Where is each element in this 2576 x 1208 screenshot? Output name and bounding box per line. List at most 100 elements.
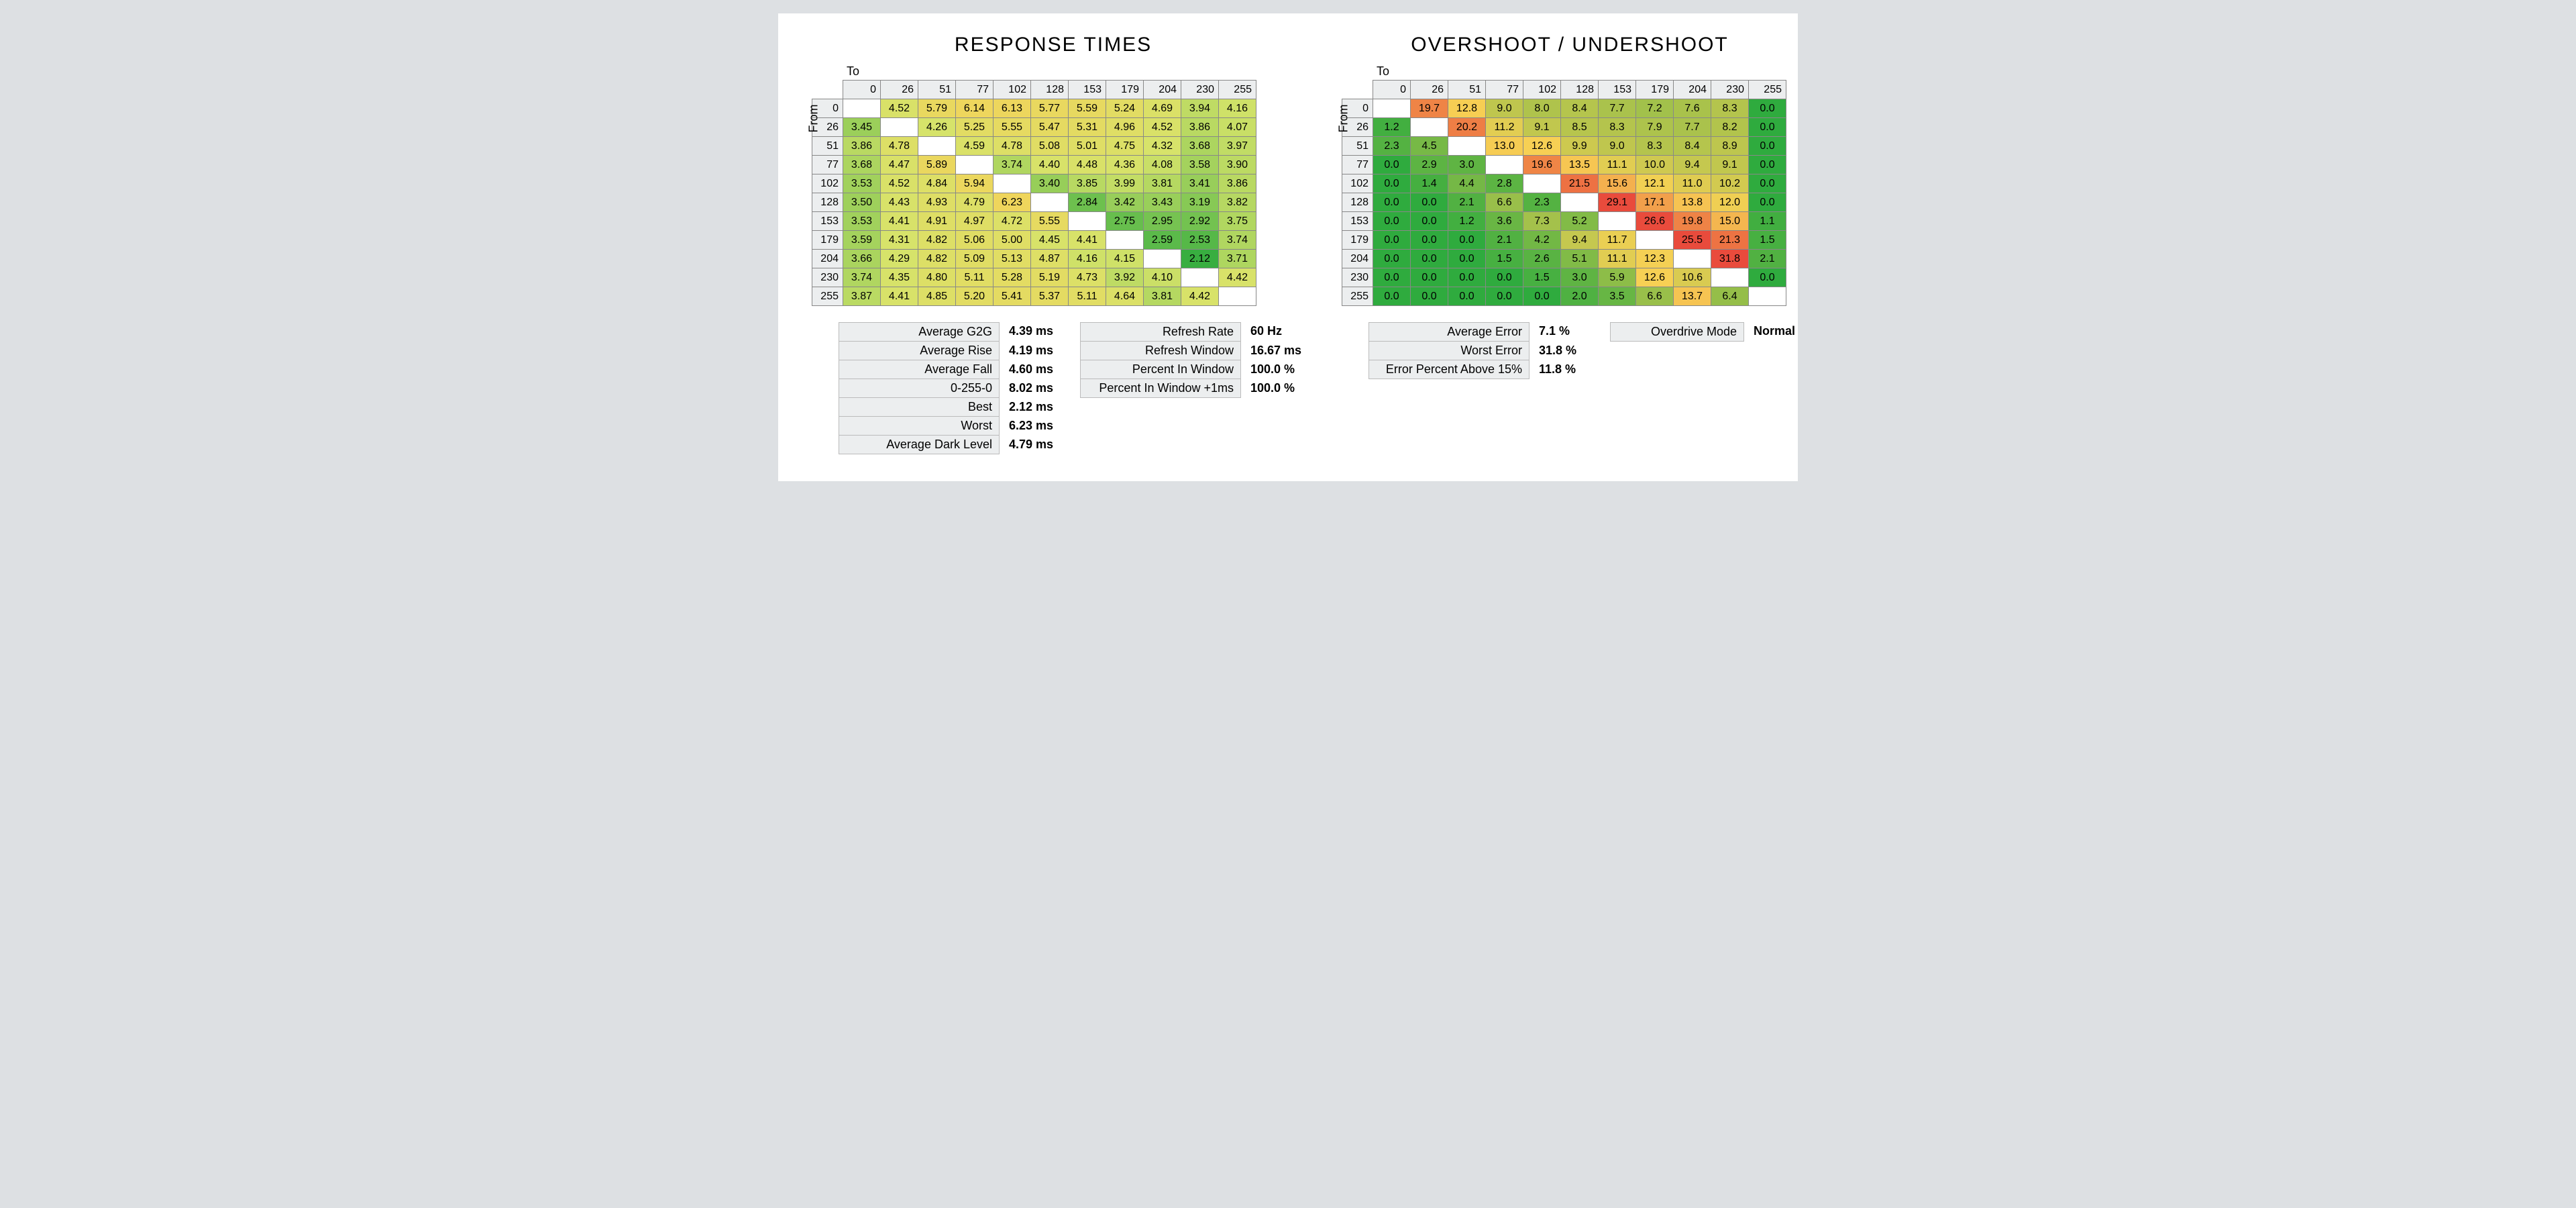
heatmap-cell: 5.89	[918, 156, 956, 174]
heatmap-cell	[1561, 193, 1599, 212]
row-header: 77	[812, 156, 843, 174]
row-header: 153	[812, 212, 843, 231]
heatmap-cell: 8.5	[1561, 118, 1599, 137]
heatmap-cell: 12.8	[1448, 99, 1486, 118]
heatmap-cell: 3.42	[1106, 193, 1144, 212]
heatmap-cell: 0.0	[1523, 287, 1561, 306]
heatmap-cell: 5.59	[1069, 99, 1106, 118]
heatmap-cell: 0.0	[1448, 268, 1486, 287]
response-times-section: RESPONSE TIMES To From 02651771021281531…	[798, 34, 1308, 454]
column-header: 77	[956, 81, 994, 99]
heatmap-cell: 4.52	[881, 99, 918, 118]
heatmap-cell: 3.41	[1181, 174, 1219, 193]
heatmap-cell: 4.4	[1448, 174, 1486, 193]
row-header: 230	[812, 268, 843, 287]
response-stats-block-b: Refresh Rate60 HzRefresh Window16.67 msP…	[1080, 322, 1308, 398]
heatmap-cell: 4.84	[918, 174, 956, 193]
heatmap-cell: 3.50	[843, 193, 881, 212]
heatmap-cell: 0.0	[1411, 231, 1448, 250]
column-header: 204	[1144, 81, 1181, 99]
heatmap-cell: 6.13	[994, 99, 1031, 118]
heatmap-cell: 4.42	[1181, 287, 1219, 306]
heatmap-cell	[1749, 287, 1786, 306]
column-header: 255	[1219, 81, 1256, 99]
heatmap-cell: 8.4	[1561, 99, 1599, 118]
heatmap-cell: 9.1	[1711, 156, 1749, 174]
heatmap-cell: 0.0	[1448, 250, 1486, 268]
heatmap-cell: 5.11	[1069, 287, 1106, 306]
heatmap-cell: 2.95	[1144, 212, 1181, 231]
overshoot-stats-row: Average Error7.1 %Worst Error31.8 %Error…	[1368, 322, 1811, 379]
heatmap-cell: 9.1	[1523, 118, 1561, 137]
heatmap-cell: 0.0	[1749, 193, 1786, 212]
heatmap-cell: 9.4	[1561, 231, 1599, 250]
heatmap-cell: 0.0	[1749, 99, 1786, 118]
heatmap-cell: 3.75	[1219, 212, 1256, 231]
heatmap-cell: 3.74	[843, 268, 881, 287]
heatmap-cell: 5.37	[1031, 287, 1069, 306]
heatmap-cell: 19.6	[1523, 156, 1561, 174]
overshoot-section: OVERSHOOT / UNDERSHOOT To From 026517710…	[1328, 34, 1811, 454]
stat-value: 2.12 ms	[1006, 398, 1067, 417]
heatmap-cell: 5.9	[1599, 268, 1636, 287]
heatmap-cell: 5.24	[1106, 99, 1144, 118]
heatmap-cell: 12.6	[1523, 137, 1561, 156]
heatmap-cell: 3.99	[1106, 174, 1144, 193]
heatmap-cell: 13.8	[1674, 193, 1711, 212]
heatmap-cell: 4.64	[1106, 287, 1144, 306]
response-stats-block-a: Average G2G4.39 msAverage Rise4.19 msAve…	[839, 322, 1067, 454]
row-header: 179	[1342, 231, 1373, 250]
heatmap-cell: 4.85	[918, 287, 956, 306]
row-header: 102	[1342, 174, 1373, 193]
heatmap-cell: 6.6	[1486, 193, 1523, 212]
heatmap-cell: 5.09	[956, 250, 994, 268]
heatmap-cell: 4.5	[1411, 137, 1448, 156]
heatmap-cell: 3.71	[1219, 250, 1256, 268]
row-header: 230	[1342, 268, 1373, 287]
heatmap-cell: 10.6	[1674, 268, 1711, 287]
heatmap-cell	[956, 156, 994, 174]
column-header: 230	[1711, 81, 1749, 99]
stat-value: 4.79 ms	[1006, 436, 1067, 454]
heatmap-cell: 4.16	[1219, 99, 1256, 118]
column-header: 230	[1181, 81, 1219, 99]
heatmap-cell: 0.0	[1373, 231, 1411, 250]
heatmap-cell: 4.41	[881, 287, 918, 306]
heatmap-cell: 25.5	[1674, 231, 1711, 250]
heatmap-cell: 11.1	[1599, 250, 1636, 268]
heatmap-cell: 7.7	[1674, 118, 1711, 137]
heatmap-cell: 8.3	[1599, 118, 1636, 137]
heatmap-cell: 4.45	[1031, 231, 1069, 250]
heatmap-cell: 2.92	[1181, 212, 1219, 231]
heatmap-cell: 4.42	[1219, 268, 1256, 287]
row-header: 255	[812, 287, 843, 306]
heatmap-cell: 2.6	[1523, 250, 1561, 268]
heatmap-cell: 9.4	[1674, 156, 1711, 174]
heatmap-cell: 4.72	[994, 212, 1031, 231]
stat-label: Average G2G	[839, 322, 1000, 342]
heatmap-cell: 7.7	[1599, 99, 1636, 118]
overshoot-heatmap-wrap: To From 0265177102128153179204230255019.…	[1342, 64, 1811, 306]
heatmap-cell: 5.31	[1069, 118, 1106, 137]
heatmap-cell	[1181, 268, 1219, 287]
heatmap-cell	[1069, 212, 1106, 231]
heatmap-cell: 9.0	[1486, 99, 1523, 118]
heatmap-cell: 4.52	[1144, 118, 1181, 137]
column-header: 128	[1031, 81, 1069, 99]
heatmap-cell: 4.07	[1219, 118, 1256, 137]
response-stats-row: Average G2G4.39 msAverage Rise4.19 msAve…	[839, 322, 1308, 454]
heatmap-cell	[1523, 174, 1561, 193]
column-header: 51	[1448, 81, 1486, 99]
heatmap-cell: 4.69	[1144, 99, 1181, 118]
heatmap-cell: 0.0	[1448, 231, 1486, 250]
heatmap-cell	[1486, 156, 1523, 174]
heatmap-cell: 5.25	[956, 118, 994, 137]
heatmap-cell: 3.90	[1219, 156, 1256, 174]
heatmap-cell: 5.01	[1069, 137, 1106, 156]
heatmap-cell: 0.0	[1411, 287, 1448, 306]
heatmap-cell: 10.0	[1636, 156, 1674, 174]
heatmap-cell: 4.91	[918, 212, 956, 231]
heatmap-cell: 4.41	[881, 212, 918, 231]
heatmap-cell: 1.5	[1486, 250, 1523, 268]
row-header: 102	[812, 174, 843, 193]
